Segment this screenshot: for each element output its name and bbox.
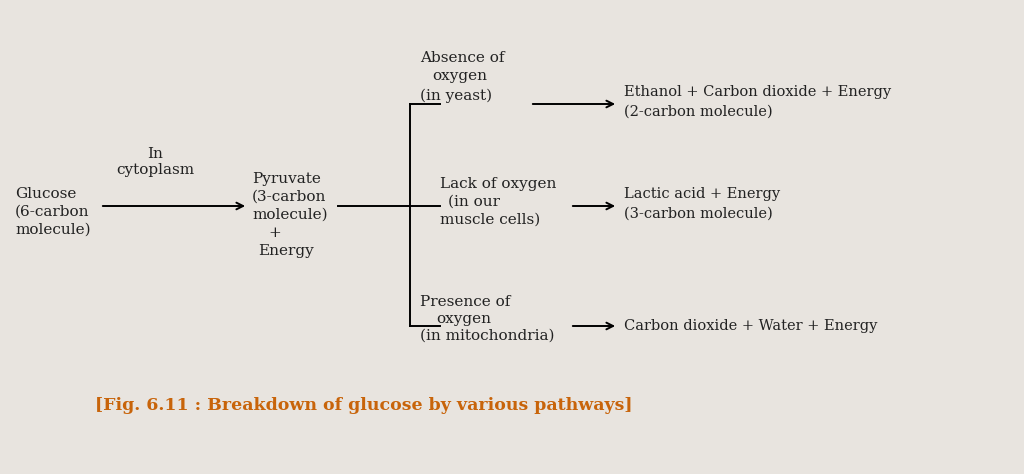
Text: (3-carbon: (3-carbon xyxy=(252,190,327,204)
Text: (in our: (in our xyxy=(449,195,500,209)
Text: Carbon dioxide + Water + Energy: Carbon dioxide + Water + Energy xyxy=(624,319,878,333)
Text: cytoplasm: cytoplasm xyxy=(116,163,195,177)
Text: (in yeast): (in yeast) xyxy=(420,89,493,103)
Text: muscle cells): muscle cells) xyxy=(440,213,541,227)
Text: oxygen: oxygen xyxy=(432,69,487,83)
Text: Glucose: Glucose xyxy=(15,187,77,201)
Text: Absence of: Absence of xyxy=(420,51,505,65)
Text: Ethanol + Carbon dioxide + Energy: Ethanol + Carbon dioxide + Energy xyxy=(624,85,891,99)
Text: (6-carbon: (6-carbon xyxy=(15,205,89,219)
Text: (3-carbon molecule): (3-carbon molecule) xyxy=(624,207,773,221)
Text: (2-carbon molecule): (2-carbon molecule) xyxy=(624,105,773,119)
Text: Pyruvate: Pyruvate xyxy=(252,172,321,186)
Text: +: + xyxy=(268,226,281,240)
Text: [Fig. 6.11 : Breakdown of glucose by various pathways]: [Fig. 6.11 : Breakdown of glucose by var… xyxy=(95,398,633,414)
Text: Energy: Energy xyxy=(258,244,313,258)
Text: molecule): molecule) xyxy=(15,223,91,237)
Text: (in mitochondria): (in mitochondria) xyxy=(420,329,555,343)
Text: molecule): molecule) xyxy=(252,208,328,222)
Text: In: In xyxy=(147,147,163,161)
Text: oxygen: oxygen xyxy=(436,312,490,326)
Text: Lactic acid + Energy: Lactic acid + Energy xyxy=(624,187,780,201)
Text: Presence of: Presence of xyxy=(420,295,510,309)
Text: Lack of oxygen: Lack of oxygen xyxy=(440,177,556,191)
